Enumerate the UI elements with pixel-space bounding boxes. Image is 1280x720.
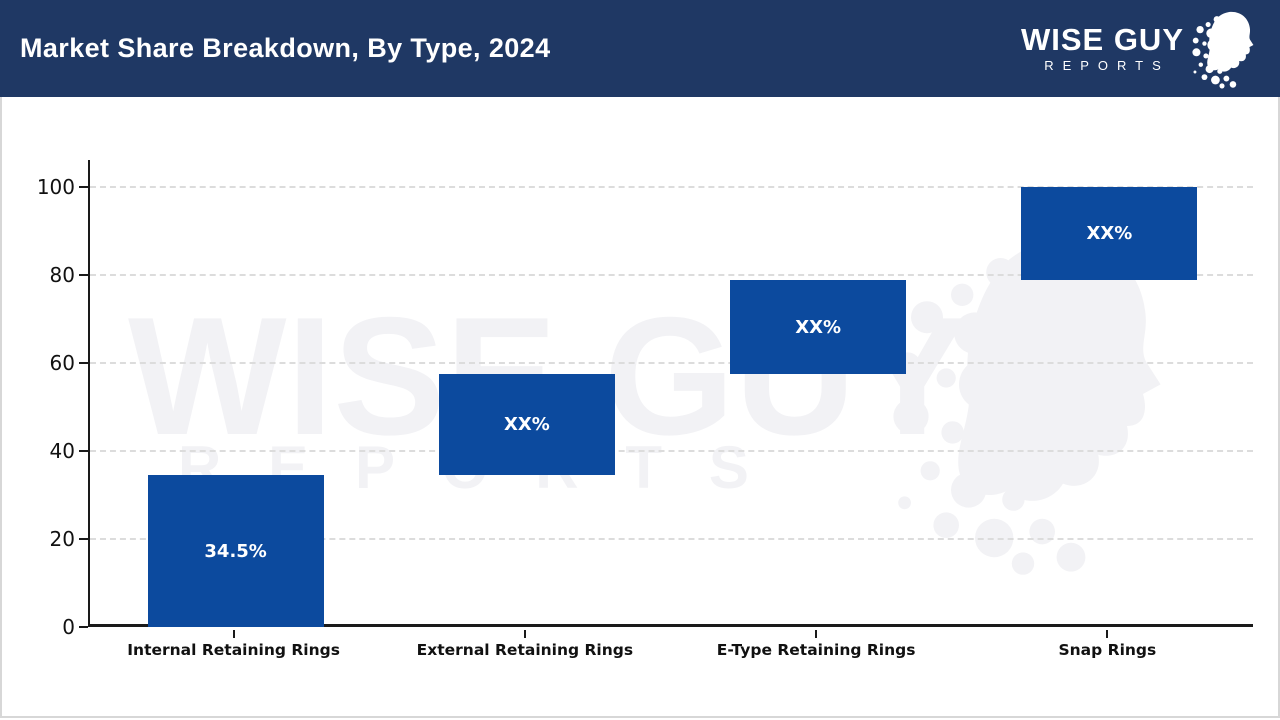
y-gridline (90, 361, 1253, 364)
y-tick-mark (79, 185, 88, 188)
bar-segment: XX% (730, 280, 907, 374)
x-category-label: Snap Rings (1058, 641, 1157, 659)
y-tick-mark (79, 537, 88, 540)
right-edge-rule (1278, 97, 1280, 718)
header-bar: Market Share Breakdown, By Type, 2024 WI… (0, 0, 1280, 97)
y-gridline (90, 185, 1253, 188)
y-tick-mark (79, 449, 88, 452)
brand-name: WISE GUY (1020, 22, 1184, 58)
y-gridline (90, 273, 1253, 276)
x-tick-mark (523, 630, 526, 638)
bar-segment: 34.5% (147, 475, 324, 627)
watermark-face-dots-graphic (893, 239, 1161, 575)
y-tick-label: 100 (36, 174, 75, 199)
bar-value-label: 34.5% (204, 540, 267, 562)
brand-face-icon (1192, 11, 1254, 88)
left-edge-rule (0, 97, 2, 718)
bar-value-label: XX% (503, 414, 550, 436)
y-tick-label: 60 (49, 350, 75, 375)
y-gridline (90, 449, 1253, 452)
y-tick-mark (79, 273, 88, 276)
y-tick-label: 0 (62, 615, 75, 639)
y-tick-label: 80 (49, 262, 75, 287)
x-tick-mark (232, 630, 235, 638)
bottom-edge-rule (0, 716, 1280, 718)
y-tick-label: 20 (49, 526, 75, 551)
plot-area: 34.5% XX% XX% XX% (88, 160, 1253, 627)
bar-value-label: XX% (795, 316, 842, 338)
y-gridline (90, 537, 1253, 540)
page-title: Market Share Breakdown, By Type, 2024 (20, 33, 551, 63)
bar-value-label: XX% (1086, 222, 1133, 244)
y-tick-mark (79, 626, 88, 628)
x-category-label: External Retaining Rings (416, 641, 634, 659)
bar-segment: XX% (1021, 186, 1198, 281)
brand-logo-text: WISE GUY REPORTS (1021, 24, 1184, 73)
x-category-label: E-Type Retaining Rings (716, 641, 916, 659)
x-tick-mark (1106, 630, 1109, 638)
brand-subtitle: REPORTS (1044, 57, 1170, 73)
y-tick-label: 40 (49, 438, 75, 463)
x-tick-mark (815, 630, 818, 638)
x-category-label: Internal Retaining Rings (127, 641, 340, 659)
bar-segment: XX% (438, 373, 615, 476)
brand-logo: WISE GUY REPORTS (1021, 7, 1266, 91)
y-tick-mark (79, 361, 88, 364)
